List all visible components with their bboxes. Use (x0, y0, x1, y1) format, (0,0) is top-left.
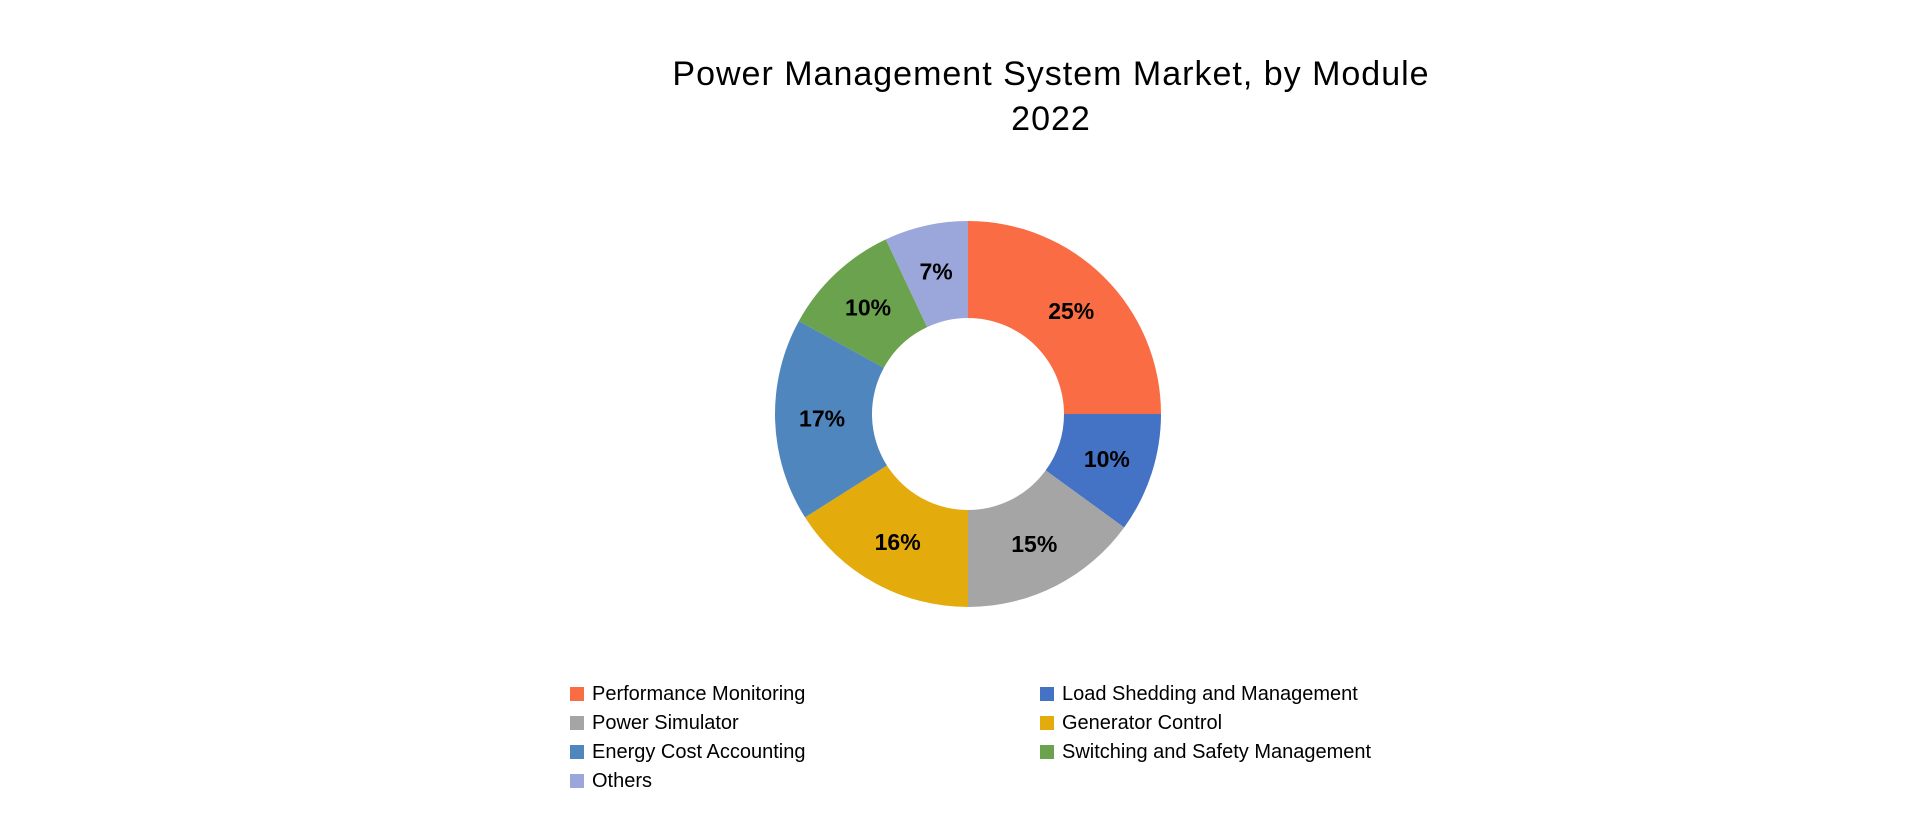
legend-swatch-icon (570, 744, 584, 759)
legend-label: Energy Cost Accounting (592, 740, 806, 763)
donut-label-switching-and-safety-management: 10% (845, 295, 891, 321)
legend-label: Power Simulator (592, 711, 739, 734)
chart-title: Power Management System Market, by Modul… (650, 52, 1452, 142)
donut-slice-generator-control (805, 465, 968, 607)
chart-title-line2: 2022 (1011, 100, 1091, 138)
legend-swatch-icon (1040, 715, 1054, 730)
legend-label: Performance Monitoring (592, 682, 806, 705)
legend-label: Switching and Safety Management (1062, 740, 1372, 763)
donut-label-performance-monitoring: 25% (1048, 298, 1094, 324)
donut-label-others: 7% (920, 259, 953, 285)
donut-label-energy-cost-accounting: 17% (799, 406, 845, 432)
legend-label: Others (592, 769, 653, 792)
donut-slices (774, 221, 1161, 607)
legend-swatch-icon (1040, 744, 1054, 759)
donut-slice-power-simulator (968, 470, 1125, 607)
legend-item-load-shedding-and-management: Load Shedding and Management (1040, 684, 1371, 704)
donut-label-power-simulator: 15% (1011, 531, 1057, 557)
legend-item-performance-monitoring: Performance Monitoring (570, 684, 1040, 704)
donut-label-generator-control: 16% (875, 529, 921, 555)
legend-item-energy-cost-accounting: Energy Cost Accounting (570, 742, 1040, 762)
legend-label: Generator Control (1062, 711, 1223, 734)
legend-item-switching-and-safety-management: Switching and Safety Management (1040, 742, 1371, 762)
donut-slice-others (885, 221, 968, 328)
donut-slice-performance-monitoring (968, 221, 1161, 414)
donut-label-load-shedding-and-management: 10% (1084, 446, 1130, 472)
donut-slice-switching-and-safety-management (798, 239, 928, 368)
legend-item-others: Others (570, 771, 1040, 791)
donut-slice-load-shedding-and-management (1045, 414, 1161, 528)
legend-item-power-simulator: Power Simulator (570, 713, 1040, 733)
donut-chart: 25% 10% 15% 16% 17% 10% 7% (774, 221, 1161, 607)
legend-swatch-icon (570, 715, 584, 730)
legend-label: Load Shedding and Management (1062, 682, 1358, 705)
legend-swatch-icon (570, 686, 584, 701)
donut-labels: 25% 10% 15% 16% 17% 10% 7% (799, 259, 1130, 558)
donut-slice-energy-cost-accounting (774, 321, 887, 518)
chart-legend: Performance Monitoring Load Shedding and … (570, 679, 1371, 795)
legend-swatch-icon (1040, 686, 1054, 701)
legend-item-generator-control: Generator Control (1040, 713, 1371, 733)
legend-swatch-icon (570, 773, 584, 788)
chart-title-line1: Power Management System Market, by Modul… (672, 55, 1430, 93)
